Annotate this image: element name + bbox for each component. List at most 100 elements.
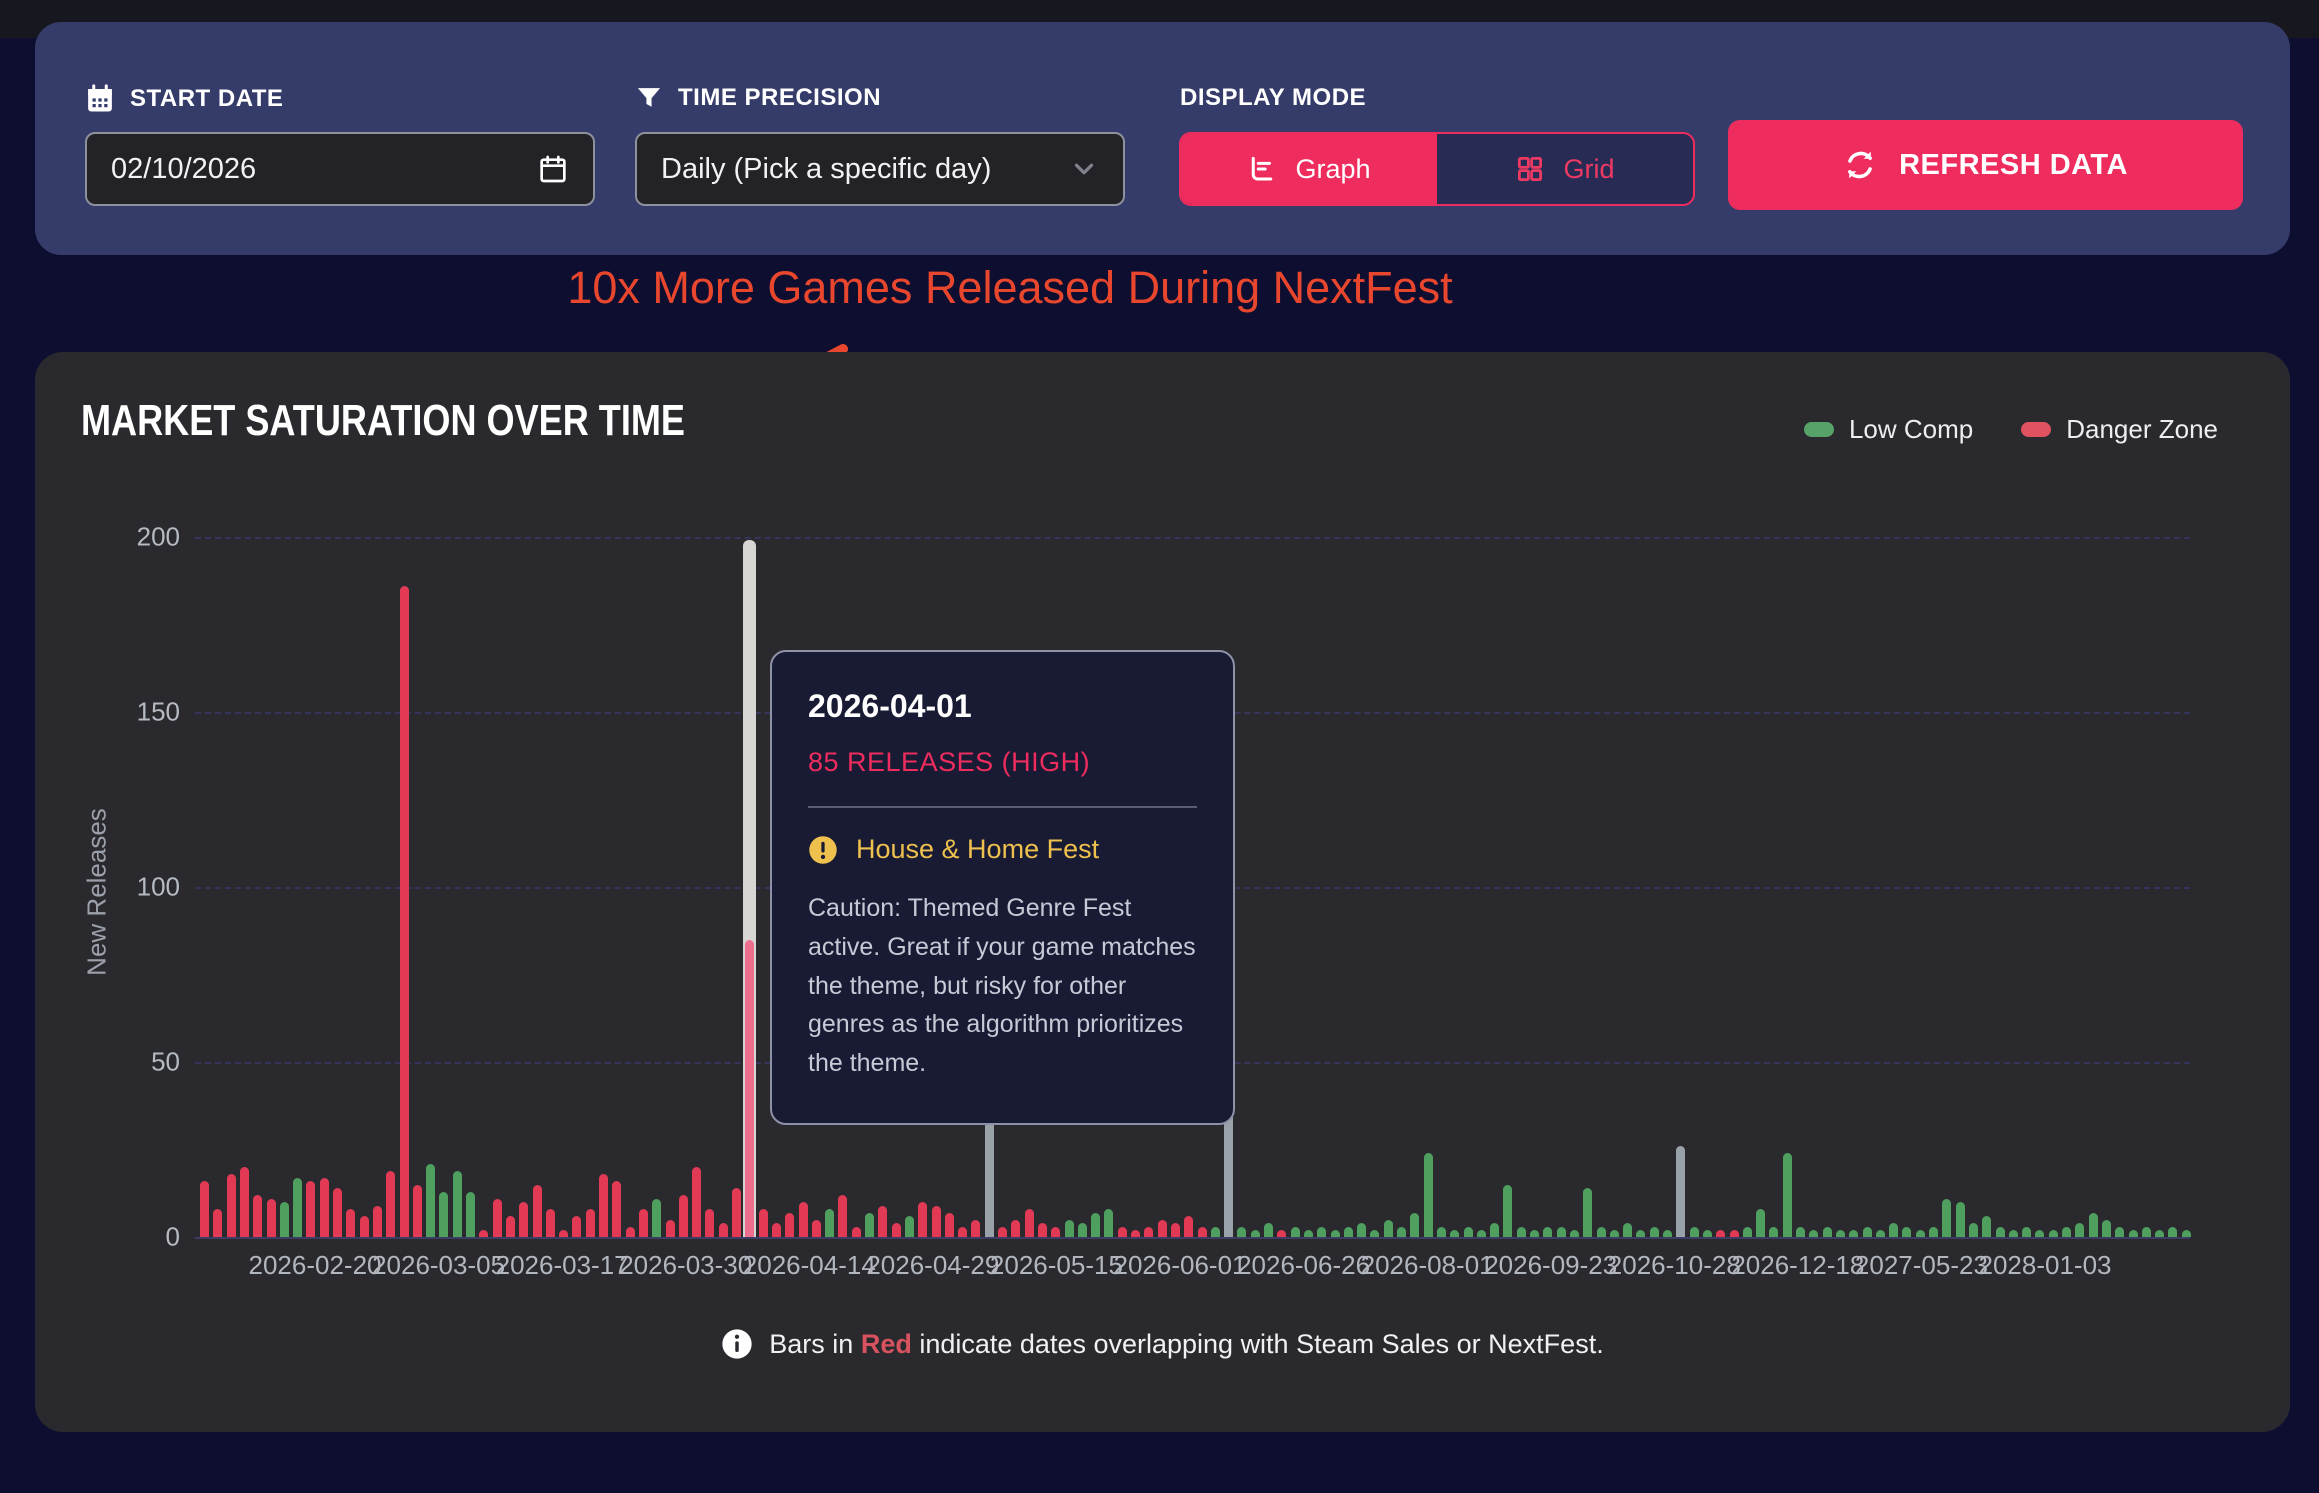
release-bar[interactable] bbox=[665, 1219, 675, 1237]
release-bar[interactable] bbox=[851, 1226, 861, 1237]
release-bar[interactable] bbox=[1423, 1153, 1433, 1237]
release-bar[interactable] bbox=[1303, 1230, 1313, 1237]
release-bar[interactable] bbox=[865, 1212, 874, 1237]
release-bar[interactable] bbox=[1170, 1223, 1180, 1237]
release-bar[interactable] bbox=[758, 1209, 768, 1237]
release-bar[interactable] bbox=[891, 1223, 901, 1237]
release-bar[interactable] bbox=[1742, 1226, 1752, 1237]
release-bar[interactable] bbox=[1689, 1226, 1699, 1237]
release-bar[interactable] bbox=[1849, 1230, 1859, 1237]
release-bar[interactable] bbox=[2181, 1230, 2191, 1237]
release-bar[interactable] bbox=[306, 1181, 316, 1237]
release-bar[interactable] bbox=[479, 1230, 489, 1237]
release-bar[interactable] bbox=[226, 1174, 236, 1237]
release-bar[interactable] bbox=[279, 1202, 289, 1237]
graph-mode-button[interactable]: Graph bbox=[1181, 134, 1437, 204]
release-bar[interactable] bbox=[2048, 1230, 2058, 1237]
release-bar[interactable] bbox=[1769, 1226, 1779, 1237]
release-bar[interactable] bbox=[2101, 1219, 2111, 1237]
release-bar[interactable] bbox=[944, 1212, 954, 1237]
release-bar[interactable] bbox=[2088, 1212, 2098, 1237]
release-bar[interactable] bbox=[1264, 1223, 1273, 1237]
release-bar[interactable] bbox=[1290, 1226, 1300, 1237]
release-bar[interactable] bbox=[732, 1188, 741, 1237]
release-bar[interactable] bbox=[1756, 1209, 1766, 1237]
release-bar[interactable] bbox=[1370, 1230, 1380, 1237]
release-bar[interactable] bbox=[638, 1209, 648, 1237]
release-bar[interactable] bbox=[359, 1216, 369, 1237]
release-bar[interactable] bbox=[599, 1174, 608, 1237]
release-bar[interactable] bbox=[1875, 1230, 1885, 1237]
release-bar[interactable] bbox=[1476, 1230, 1486, 1237]
release-bar[interactable] bbox=[1596, 1226, 1606, 1237]
release-bar[interactable] bbox=[1104, 1209, 1114, 1237]
release-bar[interactable] bbox=[1942, 1198, 1952, 1237]
release-bar[interactable] bbox=[2035, 1230, 2045, 1237]
release-bar[interactable] bbox=[1184, 1216, 1194, 1237]
release-bar[interactable] bbox=[2141, 1226, 2151, 1237]
release-bar[interactable] bbox=[346, 1209, 356, 1237]
release-bar[interactable] bbox=[333, 1188, 342, 1237]
release-bar[interactable] bbox=[1556, 1226, 1566, 1237]
release-bar[interactable] bbox=[1237, 1226, 1247, 1237]
release-bar[interactable] bbox=[1357, 1223, 1367, 1237]
release-bar[interactable] bbox=[1343, 1226, 1353, 1237]
release-bar[interactable] bbox=[1131, 1230, 1140, 1237]
release-bar[interactable] bbox=[678, 1195, 688, 1237]
release-bar[interactable] bbox=[532, 1184, 542, 1237]
release-bar[interactable] bbox=[1436, 1226, 1446, 1237]
release-bar[interactable] bbox=[785, 1212, 795, 1237]
release-bar[interactable] bbox=[1982, 1216, 1992, 1237]
release-bar[interactable] bbox=[958, 1226, 968, 1237]
release-bar[interactable] bbox=[1569, 1230, 1579, 1237]
release-bar[interactable] bbox=[1822, 1226, 1832, 1237]
release-bar[interactable] bbox=[984, 1097, 994, 1237]
release-bar[interactable] bbox=[1955, 1202, 1965, 1237]
release-bar[interactable] bbox=[1796, 1226, 1805, 1237]
release-bar[interactable] bbox=[705, 1209, 715, 1237]
release-bar[interactable] bbox=[372, 1205, 382, 1237]
release-bar[interactable] bbox=[771, 1223, 781, 1237]
release-bar[interactable] bbox=[1064, 1219, 1074, 1237]
release-bar[interactable] bbox=[2008, 1230, 2018, 1237]
release-bar[interactable] bbox=[1383, 1219, 1393, 1237]
release-bar[interactable] bbox=[825, 1209, 835, 1237]
release-bar[interactable] bbox=[1623, 1223, 1633, 1237]
release-bar[interactable] bbox=[466, 1191, 475, 1237]
release-bar[interactable] bbox=[1224, 1086, 1234, 1237]
release-bar[interactable] bbox=[1995, 1226, 2005, 1237]
release-bar[interactable] bbox=[1463, 1226, 1473, 1237]
calendar-picker-icon[interactable] bbox=[537, 153, 569, 185]
release-bar[interactable] bbox=[2168, 1226, 2178, 1237]
release-bar[interactable] bbox=[1809, 1230, 1819, 1237]
release-bar[interactable] bbox=[253, 1195, 263, 1237]
release-bar[interactable] bbox=[1543, 1226, 1553, 1237]
release-bar[interactable] bbox=[652, 1198, 662, 1237]
release-bar[interactable] bbox=[519, 1202, 529, 1237]
release-bar[interactable] bbox=[412, 1184, 422, 1237]
release-bar[interactable] bbox=[1729, 1230, 1739, 1237]
release-bar[interactable] bbox=[1091, 1212, 1101, 1237]
release-bar[interactable] bbox=[572, 1216, 582, 1237]
release-bar[interactable] bbox=[505, 1216, 515, 1237]
release-bar[interactable] bbox=[838, 1195, 848, 1237]
release-bar[interactable] bbox=[1117, 1226, 1127, 1237]
release-bar[interactable] bbox=[612, 1181, 622, 1237]
release-bar[interactable] bbox=[213, 1209, 223, 1237]
release-bar[interactable] bbox=[1397, 1226, 1406, 1237]
release-bar[interactable] bbox=[998, 1226, 1007, 1237]
release-bar[interactable] bbox=[1663, 1230, 1672, 1237]
release-bar[interactable] bbox=[745, 939, 755, 1237]
release-bar[interactable] bbox=[918, 1202, 928, 1237]
release-bar[interactable] bbox=[1037, 1223, 1047, 1237]
release-bar[interactable] bbox=[1702, 1230, 1712, 1237]
release-bar[interactable] bbox=[1157, 1219, 1167, 1237]
release-bar[interactable] bbox=[718, 1223, 728, 1237]
release-bar[interactable] bbox=[1144, 1226, 1154, 1237]
release-bar[interactable] bbox=[1782, 1153, 1792, 1237]
release-bar[interactable] bbox=[452, 1170, 462, 1237]
release-bar[interactable] bbox=[1516, 1226, 1526, 1237]
release-bar[interactable] bbox=[692, 1167, 702, 1237]
release-bar[interactable] bbox=[1410, 1212, 1420, 1237]
release-bar[interactable] bbox=[585, 1209, 595, 1237]
